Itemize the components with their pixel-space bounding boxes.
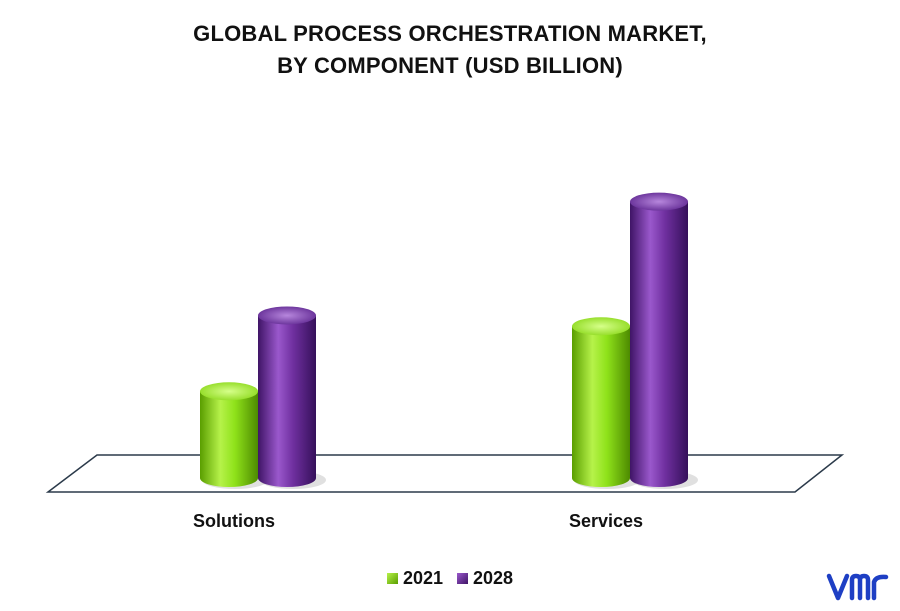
bar-services-2021 [572,317,640,489]
legend-swatch-2021 [386,573,398,584]
bar-services-2028 [630,192,698,489]
category-label-solutions: Solutions [193,511,275,531]
legend-item-2021: 2021 [386,568,443,589]
chart-title-line1: GLOBAL PROCESS ORCHESTRATION MARKET, [193,21,707,46]
vmr-logo-icon [826,573,889,601]
category-labels: Solutions Services [193,511,643,531]
bar-solutions-2028 [258,306,326,489]
chart-title: GLOBAL PROCESS ORCHESTRATION MARKET, BY … [0,18,900,82]
chart-legend: 2021 2028 [0,568,900,589]
chart-title-line2: BY COMPONENT (USD BILLION) [277,53,623,78]
legend-label-2028: 2028 [473,568,514,588]
bars-layer [200,192,698,489]
legend-swatch-2028 [457,573,468,584]
legend-label-2021: 2021 [402,568,443,588]
bar-solutions-2021 [200,382,268,489]
legend-item-2028: 2028 [457,568,513,589]
chart-floor [45,454,845,493]
category-label-services: Services [569,511,643,531]
